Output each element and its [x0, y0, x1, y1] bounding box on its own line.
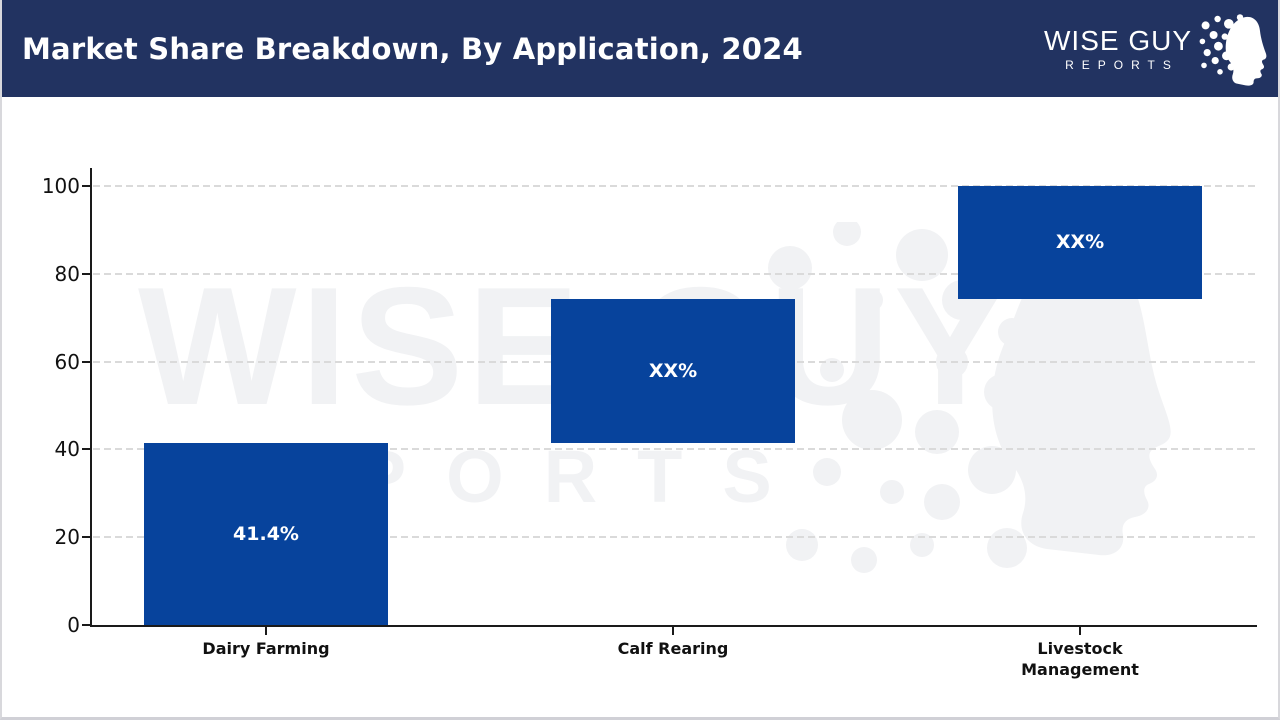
bar-segment-1: XX% — [551, 298, 795, 444]
header: Market Share Breakdown, By Application, … — [2, 0, 1278, 97]
brand-face-icon — [1199, 13, 1267, 86]
bar-segment-2: XX% — [958, 186, 1202, 299]
brand-subname: REPORTS — [1065, 57, 1179, 72]
y-tick-label-60: 60 — [54, 349, 80, 374]
bar-segment-0: 41.4% — [144, 443, 388, 625]
watermark-face-icon — [755, 222, 1171, 573]
brand-logo-text: WISE GUY REPORTS — [1043, 24, 1192, 72]
y-tick-80 — [82, 272, 90, 275]
gridline-100 — [93, 185, 1256, 187]
y-tick-40 — [82, 448, 90, 451]
y-tick-100 — [82, 185, 90, 187]
y-tick-label-80: 80 — [54, 261, 80, 286]
bar-value-label-1: XX% — [648, 360, 698, 383]
gridline-20 — [93, 536, 1256, 539]
y-tick-20 — [82, 536, 90, 539]
x-tick-1 — [672, 627, 674, 635]
brand-logo: WISE GUY REPORTS — [1044, 7, 1268, 91]
y-axis-line — [90, 168, 92, 627]
y-tick-60 — [82, 360, 90, 363]
gridline-40 — [93, 448, 1256, 451]
bar-value-label-2: XX% — [1055, 231, 1105, 254]
y-tick-label-100: 100 — [41, 174, 80, 198]
x-axis-line — [90, 625, 1257, 627]
y-tick-label-0: 0 — [67, 613, 80, 637]
category-label-1: Calf Rearing — [617, 639, 729, 658]
bar-value-label-0: 41.4% — [233, 523, 299, 546]
brand-name: WISE GUY — [1043, 24, 1192, 56]
x-tick-0 — [265, 627, 267, 635]
chart-title: Market Share Breakdown, By Application, … — [22, 31, 803, 66]
y-tick-0 — [82, 624, 90, 626]
x-tick-2 — [1079, 627, 1081, 635]
y-tick-label-40: 40 — [54, 437, 80, 462]
category-label-2: Livestock Management — [1021, 639, 1139, 679]
y-tick-label-20: 20 — [54, 525, 80, 550]
gridline-80 — [93, 272, 1256, 275]
category-label-0: Dairy Farming — [202, 639, 330, 658]
